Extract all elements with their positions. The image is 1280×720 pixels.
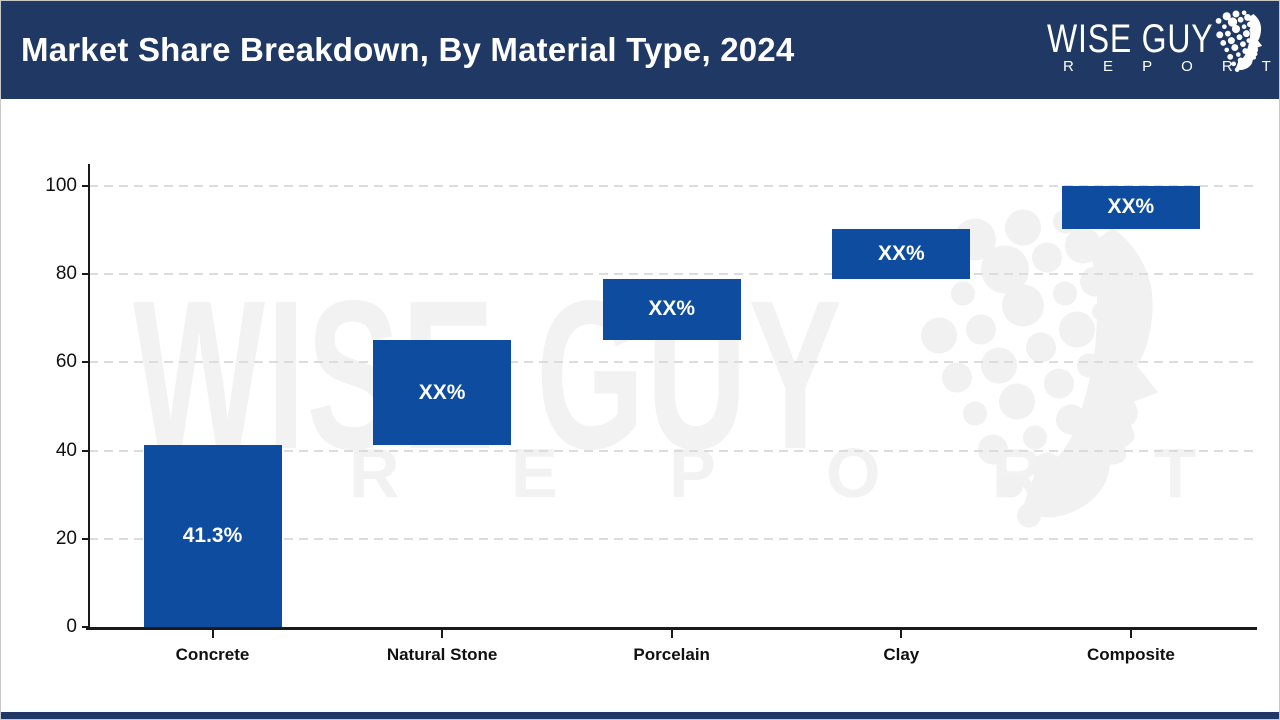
header-bar: Market Share Breakdown, By Material Type… [1,1,1279,99]
bar-composite[interactable] [1061,186,1200,229]
y-tick-label-20: 20 [55,527,77,549]
bar-value-label-5: XX% [1107,195,1155,219]
y-tick-40 [82,449,89,452]
gridline-100 [89,185,1257,187]
y-tick-80 [82,273,89,276]
y-tick-label-40: 40 [55,439,77,461]
bar-concrete[interactable] [143,444,282,627]
logo-text-reports: R E P O R T S [1063,58,1279,75]
y-axis-line [88,164,90,629]
x-tick-4 [900,630,903,638]
x-category-label-1: Concrete [175,645,250,664]
x-tick-1 [211,630,214,638]
footer-bar [1,712,1279,719]
logo-text-wise-guy: WISE GUY [1047,17,1214,61]
bar-clay[interactable] [832,228,971,279]
bar-natural-stone[interactable] [373,340,512,445]
gridline-60 [89,361,1257,364]
gridline-20 [89,537,1257,540]
y-tick-label-100: 100 [45,175,77,196]
y-tick-20 [82,537,89,540]
bar-value-label-3: XX% [648,297,696,321]
page-title: Market Share Breakdown, By Material Type… [21,31,795,68]
bar-porcelain[interactable] [602,278,741,341]
x-tick-2 [441,630,444,638]
y-tick-60 [82,361,89,364]
y-tick-label-0: 0 [66,616,77,637]
x-category-label-2: Natural Stone [386,645,498,664]
gridline-40 [89,449,1257,452]
bar-value-label-4: XX% [877,241,925,265]
x-category-label-3: Porcelain [633,645,710,664]
x-category-label-4: Clay [883,645,920,664]
bar-value-label-1: 41.3% [182,523,243,547]
y-tick-label-80: 80 [55,263,77,285]
y-tick-100 [82,185,89,187]
bar-value-label-2: XX% [418,380,466,404]
y-tick-label-60: 60 [55,351,77,373]
y-tick-0 [82,626,89,628]
x-tick-3 [670,630,673,638]
wise-guy-logo: WISE GUY R E P O R T S [1041,1,1279,99]
gridline-80 [89,273,1257,276]
x-category-label-5: Composite [1086,645,1175,664]
logo-face-icon [1215,10,1263,72]
x-axis-line [86,627,1257,630]
x-tick-5 [1129,630,1132,638]
bar-chart-plot-area: 0 20 40 60 80 100 41.3% Concrete XX% Natural Ston… [1,99,1279,714]
